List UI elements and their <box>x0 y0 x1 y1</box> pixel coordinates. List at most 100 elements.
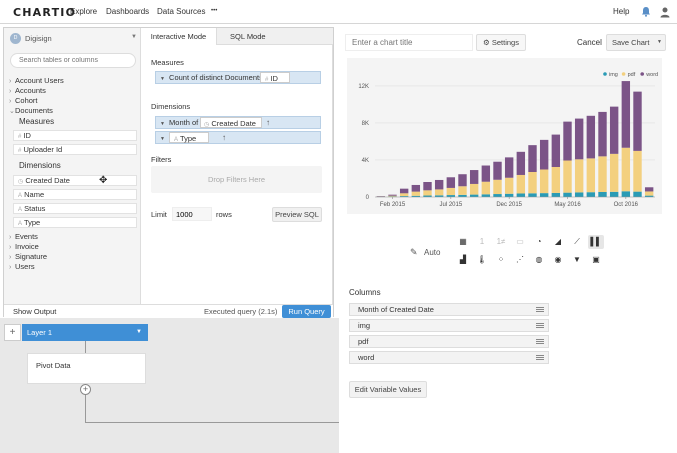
bar-segment-word <box>493 161 502 180</box>
number-compare-icon[interactable]: 1≠ <box>496 237 506 246</box>
field-label: Type <box>23 218 41 227</box>
schema-search-input[interactable] <box>10 53 136 68</box>
drag-handle-icon[interactable] <box>536 355 544 360</box>
field-measure-id[interactable]: # ID <box>13 130 137 141</box>
help-link[interactable]: Help <box>613 7 630 16</box>
add-step-plus-icon[interactable]: + <box>80 384 91 395</box>
add-layer-plus-icon[interactable]: + <box>4 324 21 341</box>
gear-icon: ⚙ <box>483 38 490 47</box>
dimensions-label: Dimensions <box>151 102 191 111</box>
settings-button[interactable]: ⚙ Settings <box>476 34 526 51</box>
table-item-documents[interactable]: ⌄Documents <box>9 106 53 115</box>
field-dimension-name[interactable]: A Name <box>13 189 137 200</box>
chevron-right-icon: › <box>9 244 12 251</box>
table-item-signature[interactable]: › Signature <box>9 252 47 261</box>
cancel-button[interactable]: Cancel <box>577 38 602 47</box>
chevron-down-icon[interactable]: ▼ <box>657 39 662 45</box>
chevron-down-icon[interactable]: ▼ <box>136 329 142 335</box>
table-item-invoice[interactable]: › Invoice <box>9 242 39 251</box>
table-item-events[interactable]: › Events <box>9 232 38 241</box>
single-value-icon[interactable]: 1 <box>479 237 485 246</box>
filters-dropzone[interactable]: Drop Filters Here <box>151 166 322 193</box>
column-row[interactable]: Month of Created Date <box>349 303 549 316</box>
auto-viz-button[interactable]: ✎ Auto <box>403 243 453 263</box>
dimension-field-chip[interactable]: A Type <box>169 132 209 143</box>
field-measure-uploader-id[interactable]: # Uploader Id <box>13 144 137 155</box>
step-label: Pivot Data <box>36 361 71 370</box>
chevron-right-icon: › <box>9 78 12 85</box>
limit-input[interactable] <box>172 207 212 221</box>
thermometer-icon[interactable]: 🌡 <box>476 255 488 264</box>
field-label: ID <box>23 131 31 140</box>
bar-segment-word <box>411 184 421 192</box>
save-chart-button[interactable]: Save Chart ▼ <box>606 34 666 51</box>
legend-label-word: word <box>645 72 658 78</box>
scatter-icon[interactable]: ⁘ <box>497 255 505 264</box>
table-item-cohort[interactable]: › Cohort <box>9 96 38 105</box>
image-icon[interactable]: ▣ <box>592 255 600 264</box>
drag-handle-icon[interactable] <box>536 339 544 344</box>
column-row[interactable]: word <box>349 351 549 364</box>
field-label: Name <box>24 190 45 199</box>
bubble-icon[interactable]: ⋰ <box>516 255 524 264</box>
dimension-pill-created-date[interactable]: ▼ Month of ◷ Created Date ↑ <box>155 116 321 129</box>
bar-segment-img <box>609 191 619 197</box>
datasource-selector[interactable]: D Digisign ▼ <box>9 32 137 45</box>
stacked-bar-icon[interactable]: ▟ <box>459 255 467 264</box>
bar-segment-img <box>481 194 491 197</box>
edit-variable-values-button[interactable]: Edit Variable Values <box>349 381 427 398</box>
drag-handle-icon[interactable] <box>536 323 544 328</box>
field-dimension-status[interactable]: A Status <box>13 203 137 214</box>
run-query-button[interactable]: Run Query <box>282 305 331 318</box>
bar-segment-pdf <box>528 172 537 194</box>
bar-segment-word <box>516 151 526 175</box>
bar-segment-pdf <box>446 187 456 196</box>
x-tick-label: Feb 2015 <box>380 202 406 208</box>
y-tick-label: 8K <box>362 121 369 127</box>
nav-dashboards[interactable]: Dashboards <box>106 7 150 16</box>
table-icon[interactable]: ▦ <box>459 237 467 246</box>
table-item-accounts[interactable]: › Accounts <box>9 86 46 95</box>
bar-segment-img <box>504 193 514 197</box>
column-row[interactable]: img <box>349 319 549 332</box>
chart-title-input[interactable] <box>345 34 473 51</box>
bar-icon[interactable]: ▌▌ <box>588 235 604 249</box>
table-item-users[interactable]: › Users <box>9 262 35 271</box>
bar-segment-word <box>539 139 549 170</box>
column-row[interactable]: pdf <box>349 335 549 348</box>
drag-handle-icon[interactable] <box>536 307 544 312</box>
pie-icon[interactable]: ◔ <box>536 237 542 246</box>
bar-segment-pdf <box>388 195 397 197</box>
nav-data-sources[interactable]: Data Sources <box>157 7 206 16</box>
sort-arrow-icon[interactable]: ↑ <box>222 133 226 142</box>
measure-field-chip[interactable]: # ID <box>260 72 290 83</box>
area-icon[interactable]: ◢ <box>554 237 562 246</box>
nav-explore[interactable]: Explore <box>70 7 98 16</box>
funnel-icon[interactable]: ▭ <box>516 237 524 246</box>
table-item-account-users[interactable]: › Account Users <box>9 76 64 85</box>
tab-sql-mode[interactable]: SQL Mode <box>217 28 333 45</box>
preview-sql-button[interactable]: Preview SQL <box>272 207 322 222</box>
dimension-field-chip[interactable]: ◷ Created Date <box>200 117 262 128</box>
dimension-pill-type[interactable]: ▼ A Type ↑ <box>155 131 321 144</box>
columns-heading: Columns <box>349 288 381 297</box>
show-output-toggle[interactable]: Show Output <box>13 307 57 316</box>
measure-pill[interactable]: ▼ Count of distinct Documents # ID <box>155 71 321 84</box>
field-dimension-created-date[interactable]: ◷ Created Date <box>13 175 137 186</box>
filter-icon[interactable]: ▼ <box>573 255 581 264</box>
line-icon[interactable]: ⟋ <box>574 237 580 246</box>
user-avatar-icon[interactable] <box>659 6 671 18</box>
sort-arrow-icon[interactable]: ↑ <box>266 118 270 127</box>
globe-icon[interactable]: ◍ <box>535 255 543 264</box>
chartio-logo[interactable]: CHARTIO <box>13 6 77 19</box>
notification-bell-icon[interactable] <box>641 6 651 17</box>
map-icon[interactable]: ◉ <box>554 255 562 264</box>
field-dimension-type[interactable]: A Type <box>13 217 137 228</box>
pivot-data-step[interactable]: Pivot Data <box>27 353 146 384</box>
tab-interactive-mode[interactable]: Interactive Mode <box>141 28 217 45</box>
dimensions-heading: Dimensions <box>19 161 61 170</box>
bar-segment-word <box>574 118 584 160</box>
layer-header[interactable]: Layer 1 ▼ <box>22 324 148 341</box>
nav-more-menu[interactable]: ••• <box>211 8 218 14</box>
bar-segment-word <box>388 194 397 196</box>
